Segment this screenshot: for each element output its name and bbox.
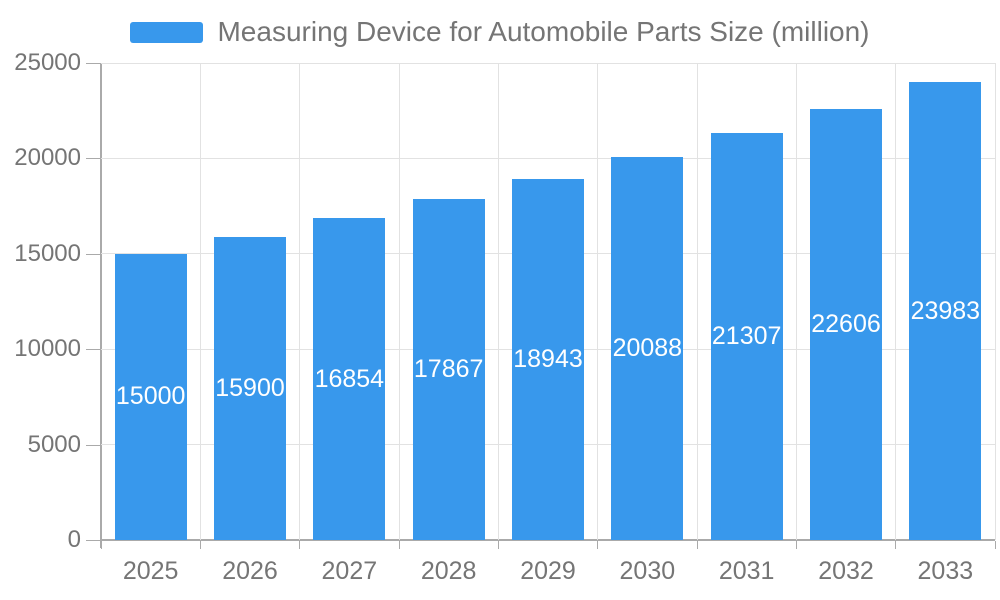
- x-grid-line: [497, 63, 499, 540]
- x-grid-line: [696, 63, 698, 540]
- legend-item[interactable]: Measuring Device for Automobile Parts Si…: [130, 12, 870, 52]
- y-tick-label: 5000: [27, 430, 81, 458]
- x-grid-line: [299, 63, 301, 540]
- bar-value-label: 20088: [612, 333, 683, 362]
- bar-value-label: 15900: [215, 373, 285, 402]
- x-grid-line: [895, 63, 897, 540]
- y-axis-tick: [86, 158, 101, 160]
- y-axis-tick: [86, 540, 101, 541]
- x-grid-line: [398, 63, 400, 540]
- bar-value-label: 16854: [314, 364, 385, 393]
- bar-value-label: 23983: [910, 296, 981, 325]
- legend-label: Measuring Device for Automobile Parts Si…: [217, 16, 870, 47]
- y-grid-line: [101, 62, 995, 64]
- x-axis-tick: [398, 541, 400, 549]
- x-tick-label: 2028: [420, 557, 477, 585]
- x-axis-tick: [994, 541, 996, 549]
- x-grid-line: [199, 63, 201, 540]
- bar-value-label: 18943: [513, 344, 583, 373]
- x-axis-tick: [696, 541, 698, 549]
- bar[interactable]: 15000: [114, 253, 187, 540]
- y-grid-line: [101, 157, 995, 159]
- y-axis-tick: [86, 444, 101, 446]
- x-axis-line: [101, 539, 995, 541]
- bar[interactable]: 18943: [512, 178, 584, 540]
- x-tick-label: 2026: [222, 557, 278, 585]
- x-tick-label: 2030: [619, 557, 676, 585]
- x-tick-label: 2031: [718, 557, 775, 585]
- bar[interactable]: 21307: [710, 133, 783, 540]
- y-tick-label: 20000: [14, 144, 81, 172]
- x-axis-tick: [895, 541, 897, 549]
- x-axis-tick: [597, 541, 599, 549]
- x-axis-tick: [100, 541, 102, 549]
- y-tick-label: 15000: [14, 239, 81, 267]
- bar[interactable]: 15900: [214, 236, 286, 540]
- x-grid-line: [994, 63, 996, 540]
- x-axis-tick: [299, 541, 301, 549]
- bar[interactable]: 22606: [810, 108, 882, 540]
- x-axis-tick: [199, 541, 201, 549]
- x-grid-line: [597, 63, 599, 540]
- y-axis-tick: [86, 63, 101, 64]
- x-grid-line: [795, 63, 797, 540]
- bar[interactable]: 16854: [313, 218, 386, 540]
- legend-swatch-icon: [130, 21, 204, 43]
- x-tick-label: 2025: [122, 557, 179, 585]
- bar-value-label: 15000: [115, 382, 186, 411]
- bar-value-label: 21307: [711, 322, 782, 351]
- x-tick-label: 2033: [917, 557, 974, 585]
- x-tick-label: 2027: [321, 557, 378, 585]
- y-tick-label: 0: [67, 526, 81, 553]
- x-tick-label: 2029: [520, 557, 576, 585]
- y-tick-label: 10000: [14, 335, 81, 363]
- bar[interactable]: 17867: [412, 199, 485, 540]
- y-tick-label: 25000: [14, 49, 81, 76]
- plot-area: 15000 15900 16854 17867 18943 20088 21307 22606…: [101, 62, 996, 540]
- y-axis-tick: [86, 253, 101, 255]
- bar-value-label: 17867: [413, 355, 484, 384]
- bar[interactable]: 20088: [611, 156, 684, 540]
- y-axis-tick: [86, 349, 101, 351]
- x-tick-label: 2032: [818, 557, 874, 585]
- y-axis-line: [100, 63, 102, 548]
- bar-value-label: 22606: [811, 309, 881, 338]
- x-axis-tick: [497, 541, 499, 549]
- bar[interactable]: 23983: [909, 82, 982, 540]
- legend: Measuring Device for Automobile Parts Si…: [0, 12, 1000, 52]
- x-axis-tick: [795, 541, 797, 549]
